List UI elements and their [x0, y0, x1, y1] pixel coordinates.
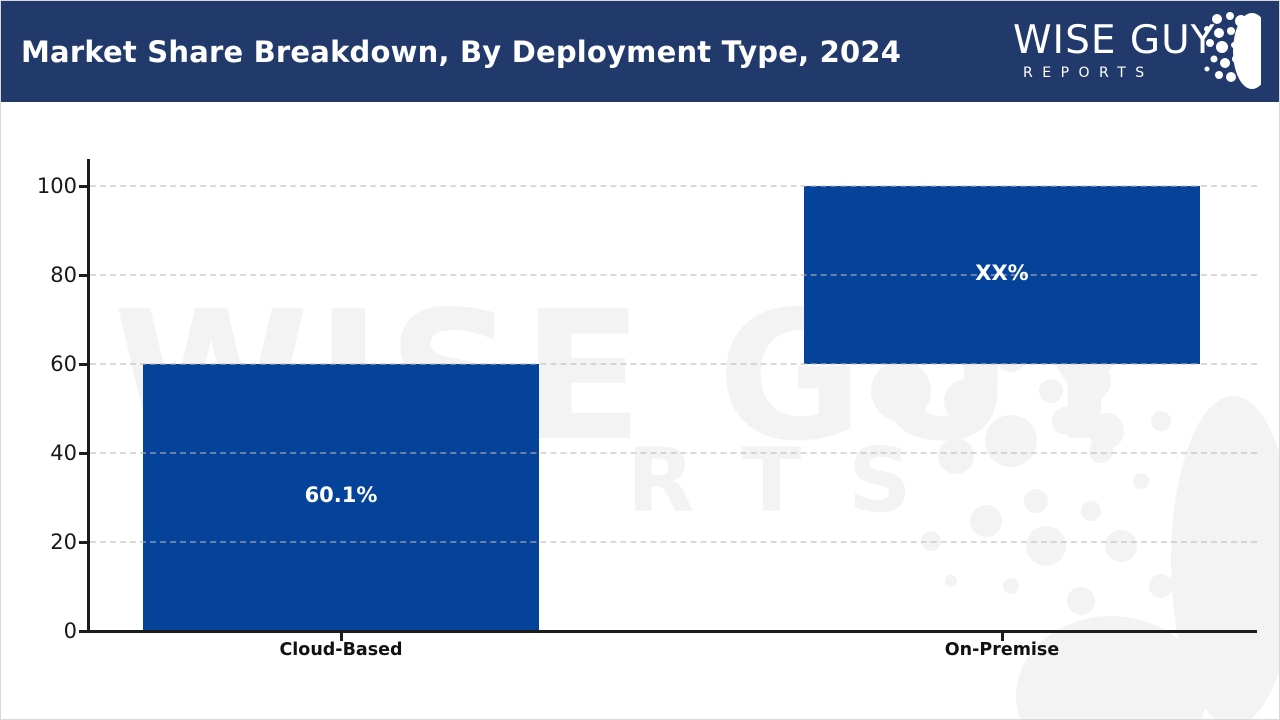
- y-tick-label: 0: [63, 619, 77, 643]
- page-title: Market Share Breakdown, By Deployment Ty…: [21, 34, 902, 69]
- logo-subtitle: REPORTS: [1023, 65, 1154, 81]
- gridline: [90, 363, 1257, 365]
- y-tick-label: 40: [50, 441, 77, 465]
- y-tick-mark: [79, 274, 87, 277]
- gridline: [90, 452, 1257, 454]
- gridline: [90, 185, 1257, 187]
- header: Market Share Breakdown, By Deployment Ty…: [1, 1, 1279, 102]
- y-tick-label: 80: [50, 263, 77, 287]
- y-axis-line: [87, 159, 90, 633]
- watermark-face-dots: [871, 340, 1279, 719]
- logo-face-icon: [1204, 11, 1261, 89]
- bar-value-label: 60.1%: [304, 483, 378, 508]
- category-label: On-Premise: [944, 640, 1060, 660]
- watermark-subtitle: R T S: [627, 429, 919, 532]
- x-tick-mark: [1001, 633, 1004, 641]
- y-tick-label: 100: [36, 174, 77, 198]
- bar-cloud-based: [143, 363, 539, 631]
- y-tick-label: 60: [50, 352, 77, 376]
- gridline: [90, 274, 1257, 276]
- y-tick-mark: [79, 630, 87, 633]
- bar-value-label: XX%: [975, 261, 1029, 285]
- x-tick-mark: [340, 633, 343, 641]
- gridline: [90, 541, 1257, 543]
- y-tick-mark: [79, 541, 87, 544]
- y-tick-mark: [79, 185, 87, 188]
- wise-guy-reports-logo: WISE GUY REPORTS: [1013, 11, 1261, 89]
- y-tick-label: 20: [50, 530, 77, 554]
- y-tick-mark: [79, 452, 87, 455]
- y-tick-mark: [79, 363, 87, 366]
- category-label: Cloud-Based: [279, 640, 403, 660]
- x-axis-line: [87, 630, 1257, 633]
- logo-wordmark: WISE GUY: [1013, 18, 1215, 63]
